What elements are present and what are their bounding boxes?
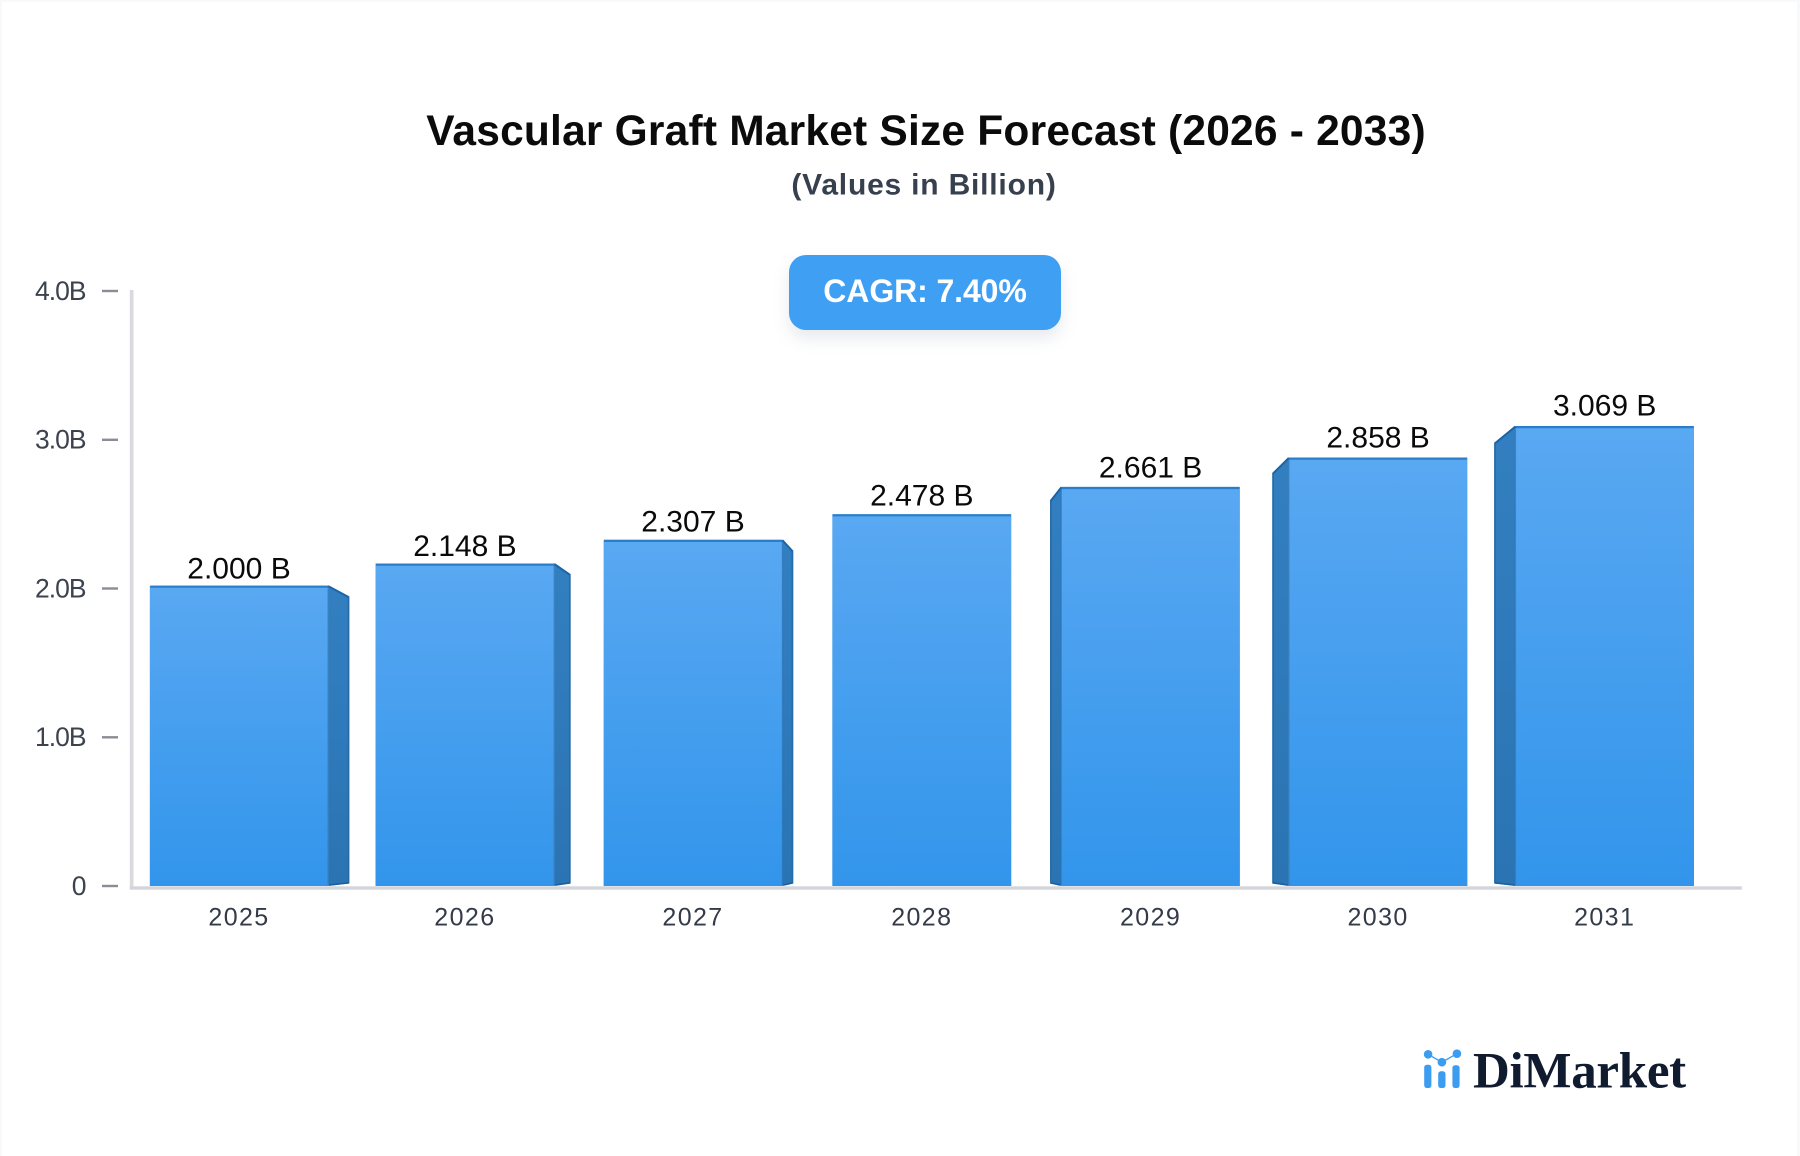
svg-text:2.148 B: 2.148 B — [413, 530, 516, 563]
svg-text:2031: 2031 — [1574, 904, 1635, 932]
svg-text:2029: 2029 — [1120, 904, 1181, 932]
svg-text:CAGR: 7.40%: CAGR: 7.40% — [823, 273, 1026, 309]
svg-text:2.0B: 2.0B — [35, 573, 86, 603]
svg-text:2.661 B: 2.661 B — [1099, 452, 1202, 485]
svg-text:2.307 B: 2.307 B — [641, 506, 744, 539]
svg-text:2.478 B: 2.478 B — [870, 480, 973, 513]
svg-text:2026: 2026 — [434, 904, 495, 932]
svg-text:Vascular Graft Market Size For: Vascular Graft Market Size Forecast (202… — [426, 108, 1426, 155]
svg-text:0: 0 — [72, 871, 86, 901]
svg-text:2028: 2028 — [891, 904, 952, 932]
svg-text:2030: 2030 — [1347, 904, 1408, 932]
svg-text:2.000 B: 2.000 B — [187, 553, 290, 586]
svg-text:3.069 B: 3.069 B — [1553, 390, 1656, 423]
svg-text:3.0B: 3.0B — [35, 425, 86, 455]
svg-text:DiMarket: DiMarket — [1473, 1044, 1686, 1100]
svg-text:1.0B: 1.0B — [35, 722, 86, 752]
svg-text:2027: 2027 — [662, 904, 723, 932]
svg-text:4.0B: 4.0B — [35, 276, 86, 306]
svg-text:2.858 B: 2.858 B — [1326, 422, 1429, 455]
svg-text:(Values in Billion): (Values in Billion) — [791, 169, 1056, 202]
svg-text:2025: 2025 — [208, 904, 269, 932]
